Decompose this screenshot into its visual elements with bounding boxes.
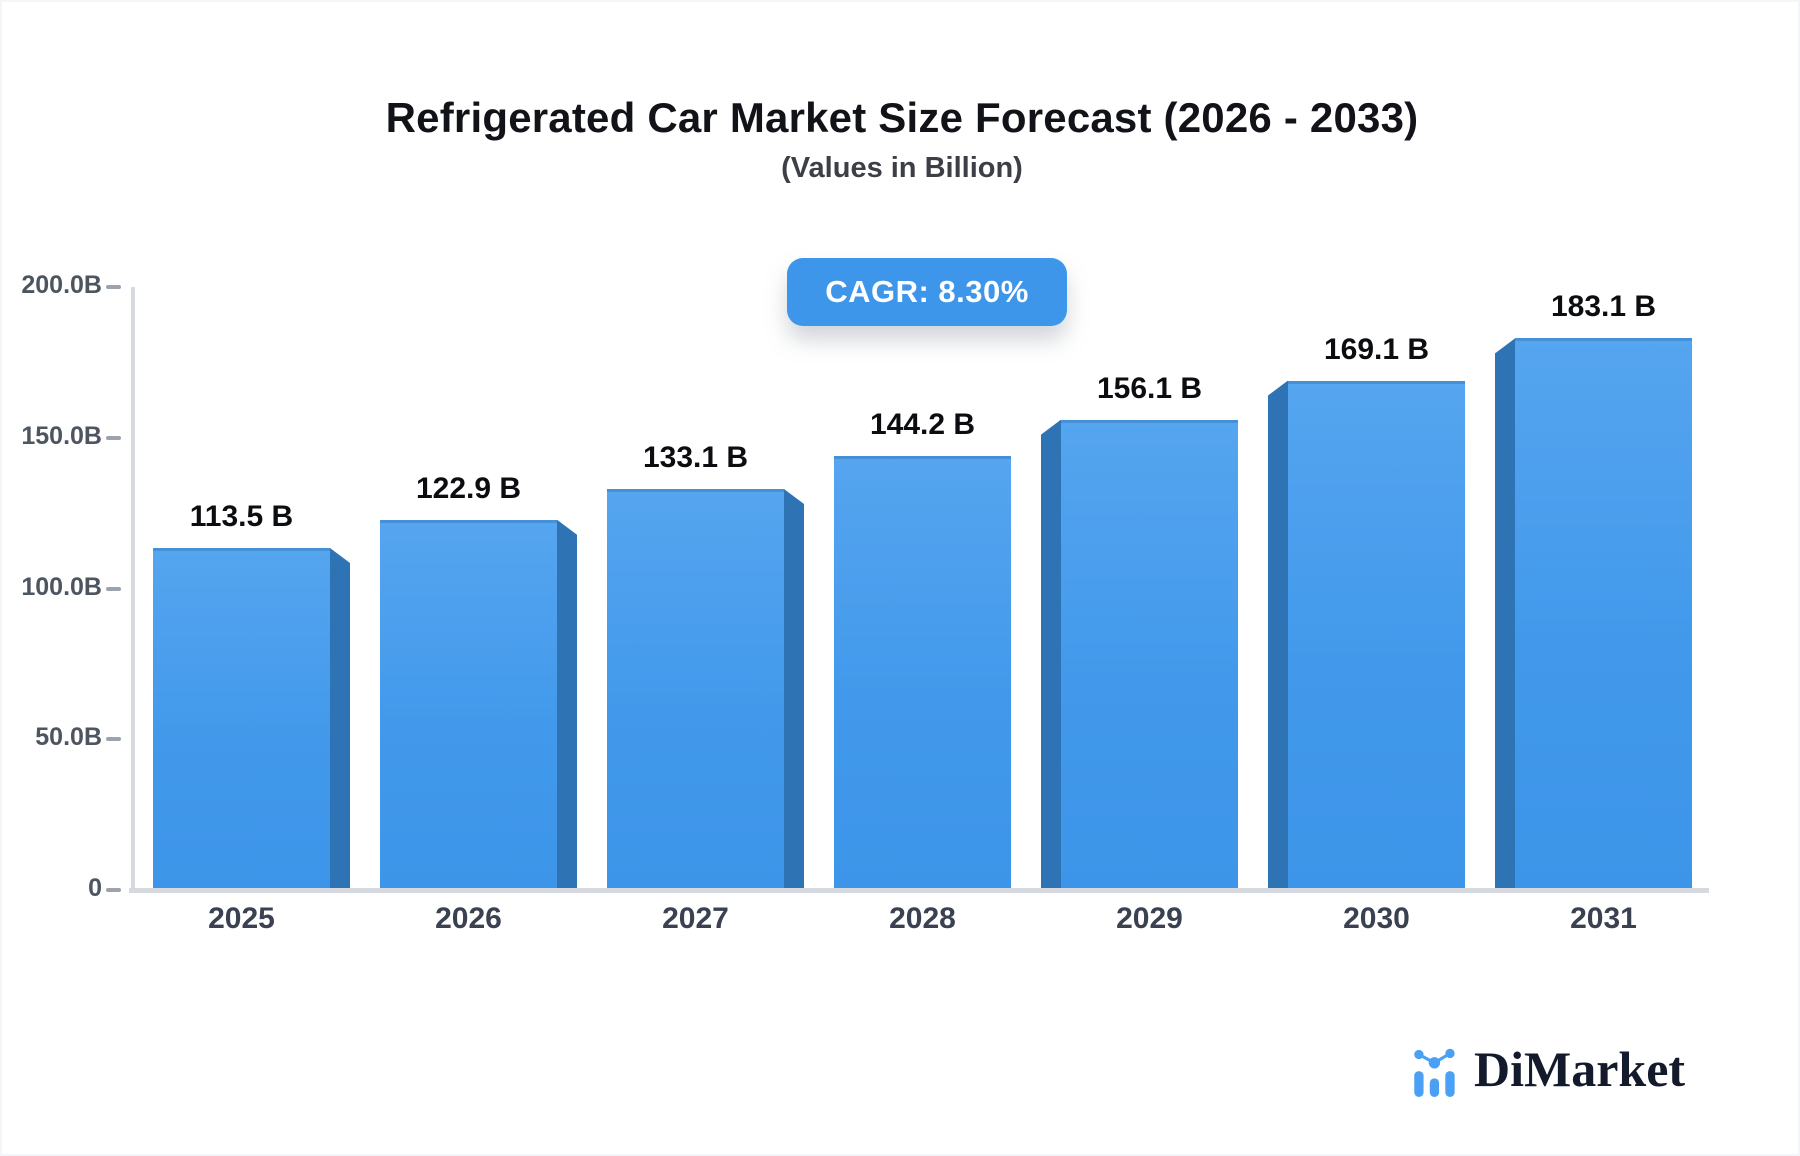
y-tick-label-200.0B: 200.0B	[21, 271, 102, 300]
y-axis-line	[131, 287, 135, 890]
y-tick-label-100.0B: 100.0B	[21, 572, 102, 601]
bar-2027	[607, 488, 784, 888]
y-tick-label-50.0B: 50.0B	[35, 723, 102, 752]
bar-value-label-2030: 169.1 B	[1323, 332, 1430, 366]
x-axis-label-2030: 2030	[1343, 902, 1410, 935]
y-tick-mark	[106, 737, 121, 742]
x-axis-label-2026: 2026	[435, 902, 502, 935]
chart-title: Refrigerated Car Market Size Forecast (2…	[385, 94, 1419, 141]
y-tick-mark	[106, 285, 121, 290]
y-tick-label-0: 0	[88, 874, 102, 902]
cagr-badge-label: CAGR: 8.30%	[825, 274, 1029, 309]
x-axis-label-2028: 2028	[889, 902, 956, 935]
bar-2031	[1515, 338, 1692, 888]
bar-2026	[380, 519, 557, 888]
y-tick-mark	[106, 888, 121, 892]
x-axis-label-2031: 2031	[1570, 902, 1637, 935]
mini-bar-line-chart-icon	[1414, 1048, 1455, 1097]
bar-2028	[834, 455, 1011, 888]
bar-value-label-2029: 156.1 B	[1096, 371, 1203, 405]
x-axis-baseline	[129, 888, 1709, 893]
y-tick-mark	[106, 586, 121, 591]
x-axis-label-2029: 2029	[1116, 902, 1183, 935]
bar-2029	[1061, 419, 1238, 888]
bar-side-panel-2026	[557, 519, 577, 888]
bar-side-panel-2029	[1041, 419, 1061, 888]
bar-value-label-2026: 122.9 B	[415, 471, 522, 505]
bar-side-panel-2027	[784, 488, 804, 888]
bar-2030	[1288, 380, 1465, 888]
bar-side-panel-2031	[1495, 338, 1515, 888]
x-axis-label-2027: 2027	[662, 902, 729, 935]
bar-value-label-2027: 133.1 B	[642, 440, 749, 474]
y-tick-mark	[106, 436, 121, 441]
bar-2025	[153, 548, 330, 888]
bar-value-label-2031: 183.1 B	[1550, 290, 1657, 324]
brand-logo: DiMarket	[1412, 1040, 1685, 1098]
cagr-badge: CAGR: 8.30%	[787, 258, 1067, 326]
bar-side-panel-2030	[1268, 380, 1288, 888]
x-axis-label-2025: 2025	[208, 902, 275, 935]
bar-side-panel-2025	[330, 548, 350, 888]
chart-subtitle: (Values in Billion)	[781, 152, 1023, 184]
brand-logo-text: DiMarket	[1474, 1041, 1686, 1097]
bar-value-label-2025: 113.5 B	[189, 500, 294, 534]
y-tick-label-150.0B: 150.0B	[21, 422, 102, 451]
bar-value-label-2028: 144.2 B	[869, 407, 976, 441]
